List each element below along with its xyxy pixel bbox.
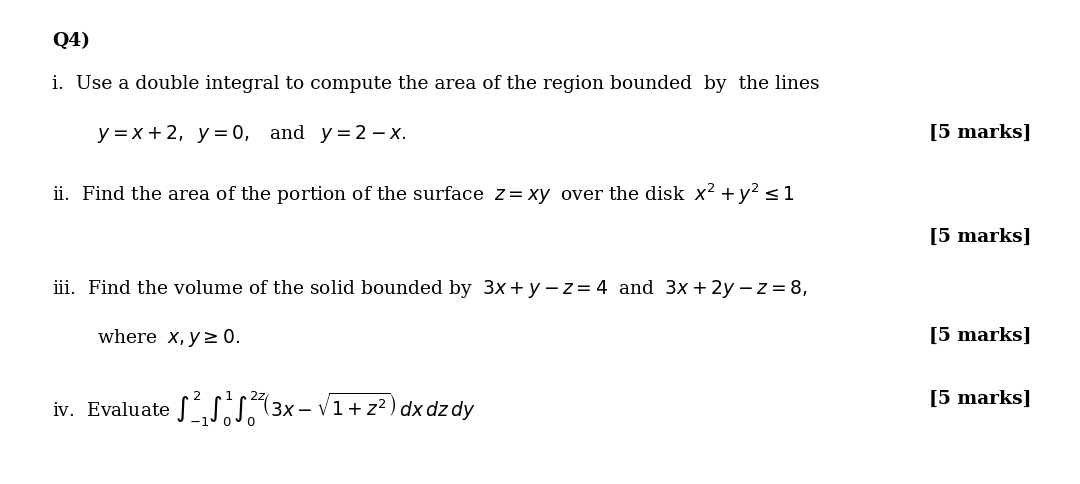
Text: iv.  Evaluate $\int_{-1}^{2}\int_{0}^{1}\int_{0}^{2z}\!\left(3x - \sqrt{1+z^2}\r: iv. Evaluate $\int_{-1}^{2}\int_{0}^{1}\…	[52, 390, 475, 429]
Text: ii.  Find the area of the portion of the surface $\; z = xy \;$ over the disk $\: ii. Find the area of the portion of the …	[52, 182, 795, 207]
Text: Q4): Q4)	[52, 31, 90, 49]
Text: [5 marks]: [5 marks]	[929, 123, 1031, 141]
Text: where $\; x, y \geq 0.$: where $\; x, y \geq 0.$	[97, 327, 240, 348]
Text: iii.  Find the volume of the solid bounded by $\; 3x + y - z = 4 \;$ and $\; 3x : iii. Find the volume of the solid bounde…	[52, 278, 808, 300]
Text: [5 marks]: [5 marks]	[929, 390, 1031, 408]
Text: $y = x + 2,\;\; y = 0,\;\;$ and $\;\;y = 2 - x.$: $y = x + 2,\;\; y = 0,\;\;$ and $\;\;y =…	[97, 123, 407, 145]
Text: [5 marks]: [5 marks]	[929, 327, 1031, 345]
Text: [5 marks]: [5 marks]	[929, 227, 1031, 245]
Text: i.  Use a double integral to compute the area of the region bounded  by  the lin: i. Use a double integral to compute the …	[52, 75, 820, 93]
